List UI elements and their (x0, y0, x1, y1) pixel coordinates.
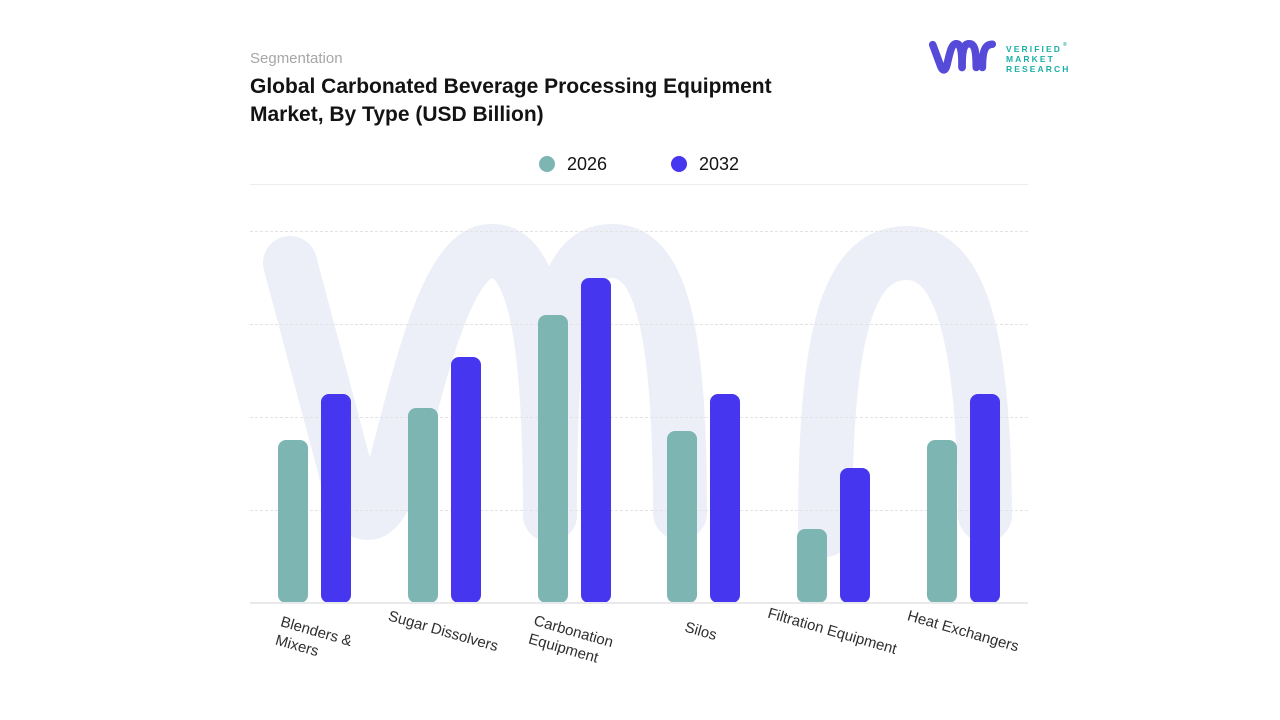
chart-title-line1: Global Carbonated Beverage Processing Eq… (250, 75, 772, 98)
legend-item-2026: 2026 (538, 153, 607, 175)
bar-2026-blenders-mixers (278, 440, 309, 603)
bar-group-blenders-mixers (250, 185, 380, 604)
x-label-heat-exchangers: Heat Exchangers (905, 606, 1021, 656)
x-label-carbonation-equipment: Carbonation Equipment (527, 611, 616, 670)
x-label-line: Sugar Dissolvers (386, 607, 500, 656)
section-label: Segmentation (250, 50, 343, 67)
x-label-line: Filtration Equipment (765, 604, 899, 658)
vmr-logo-mark-icon (928, 39, 997, 74)
bar-2032-heat-exchangers (969, 394, 1000, 603)
gridline-4 (250, 230, 1028, 232)
bar-2032-blenders-mixers (321, 394, 352, 603)
bar-group-heat-exchangers (898, 185, 1028, 604)
brand-line-market: MARKET (1006, 54, 1055, 64)
brand-line-research: RESEARCH (1006, 64, 1071, 74)
bar-2026-filtration-equipment (797, 528, 828, 603)
x-axis-labels: Blenders & Mixers Sugar Dissolvers Carbonat… (250, 605, 1028, 698)
bar-2026-heat-exchangers (926, 440, 957, 603)
x-label-slot-silos: Silos (637, 619, 766, 698)
bar-groups (250, 185, 1028, 604)
x-label-slot-heat-exchangers: Heat Exchangers (899, 607, 1028, 698)
bar-group-carbonation-equipment (509, 185, 639, 604)
x-label-silos: Silos (682, 618, 719, 645)
bar-2032-sugar-dissolvers (451, 356, 481, 603)
x-label-slot-sugar-dissolvers: Sugar Dissolvers (379, 608, 508, 698)
bar-2032-silos (710, 394, 741, 603)
bar-2032-filtration-equipment (840, 468, 871, 603)
gridline-3 (250, 323, 1028, 325)
x-label-slot-carbonation-equipment: Carbonation Equipment (508, 612, 637, 698)
bar-2026-silos (667, 431, 698, 603)
x-label-slot-blenders-mixers: Blenders & Mixers (250, 613, 379, 698)
legend-dot-2032 (671, 156, 687, 172)
bar-group-filtration-equipment (769, 185, 899, 604)
vmr-logo: VERIFIED® MARKET RESEARCH (928, 34, 1071, 80)
legend-label-2026: 2026 (566, 153, 607, 174)
bar-group-silos (639, 185, 769, 604)
brand-line-verified: VERIFIED® (1006, 42, 1067, 54)
gridline-2 (250, 416, 1028, 418)
legend-dot-2026 (538, 156, 555, 172)
x-label-filtration-equipment: Filtration Equipment (765, 604, 898, 659)
x-label-slot-filtration-equipment: Filtration Equipment (765, 605, 899, 698)
legend-divider (250, 184, 1028, 185)
bar-2032-carbonation-equipment (580, 277, 611, 603)
gridline-1 (250, 509, 1028, 511)
chart-legend: 2026 2032 (250, 148, 1028, 180)
legend-label-2032: 2032 (699, 153, 740, 174)
bar-2026-carbonation-equipment (537, 315, 568, 603)
plot-area (250, 185, 1028, 604)
x-axis-line (250, 602, 1028, 604)
x-label-line: Silos (682, 618, 719, 645)
x-label-blenders-mixers: Blenders & Mixers (273, 612, 354, 669)
bar-2026-sugar-dissolvers (408, 407, 438, 603)
legend-item-2032: 2032 (671, 154, 739, 175)
chart-title: Global Carbonated Beverage Processing Eq… (250, 73, 890, 129)
registered-mark: ® (1063, 42, 1067, 48)
chart-title-line2: Market, By Type (USD Billion) (250, 103, 544, 126)
x-label-line: Heat Exchangers (905, 607, 1021, 656)
x-label-sugar-dissolvers: Sugar Dissolvers (386, 607, 500, 657)
bar-group-sugar-dissolvers (380, 185, 510, 604)
brand-text: VERIFIED® MARKET RESEARCH (1006, 40, 1071, 74)
